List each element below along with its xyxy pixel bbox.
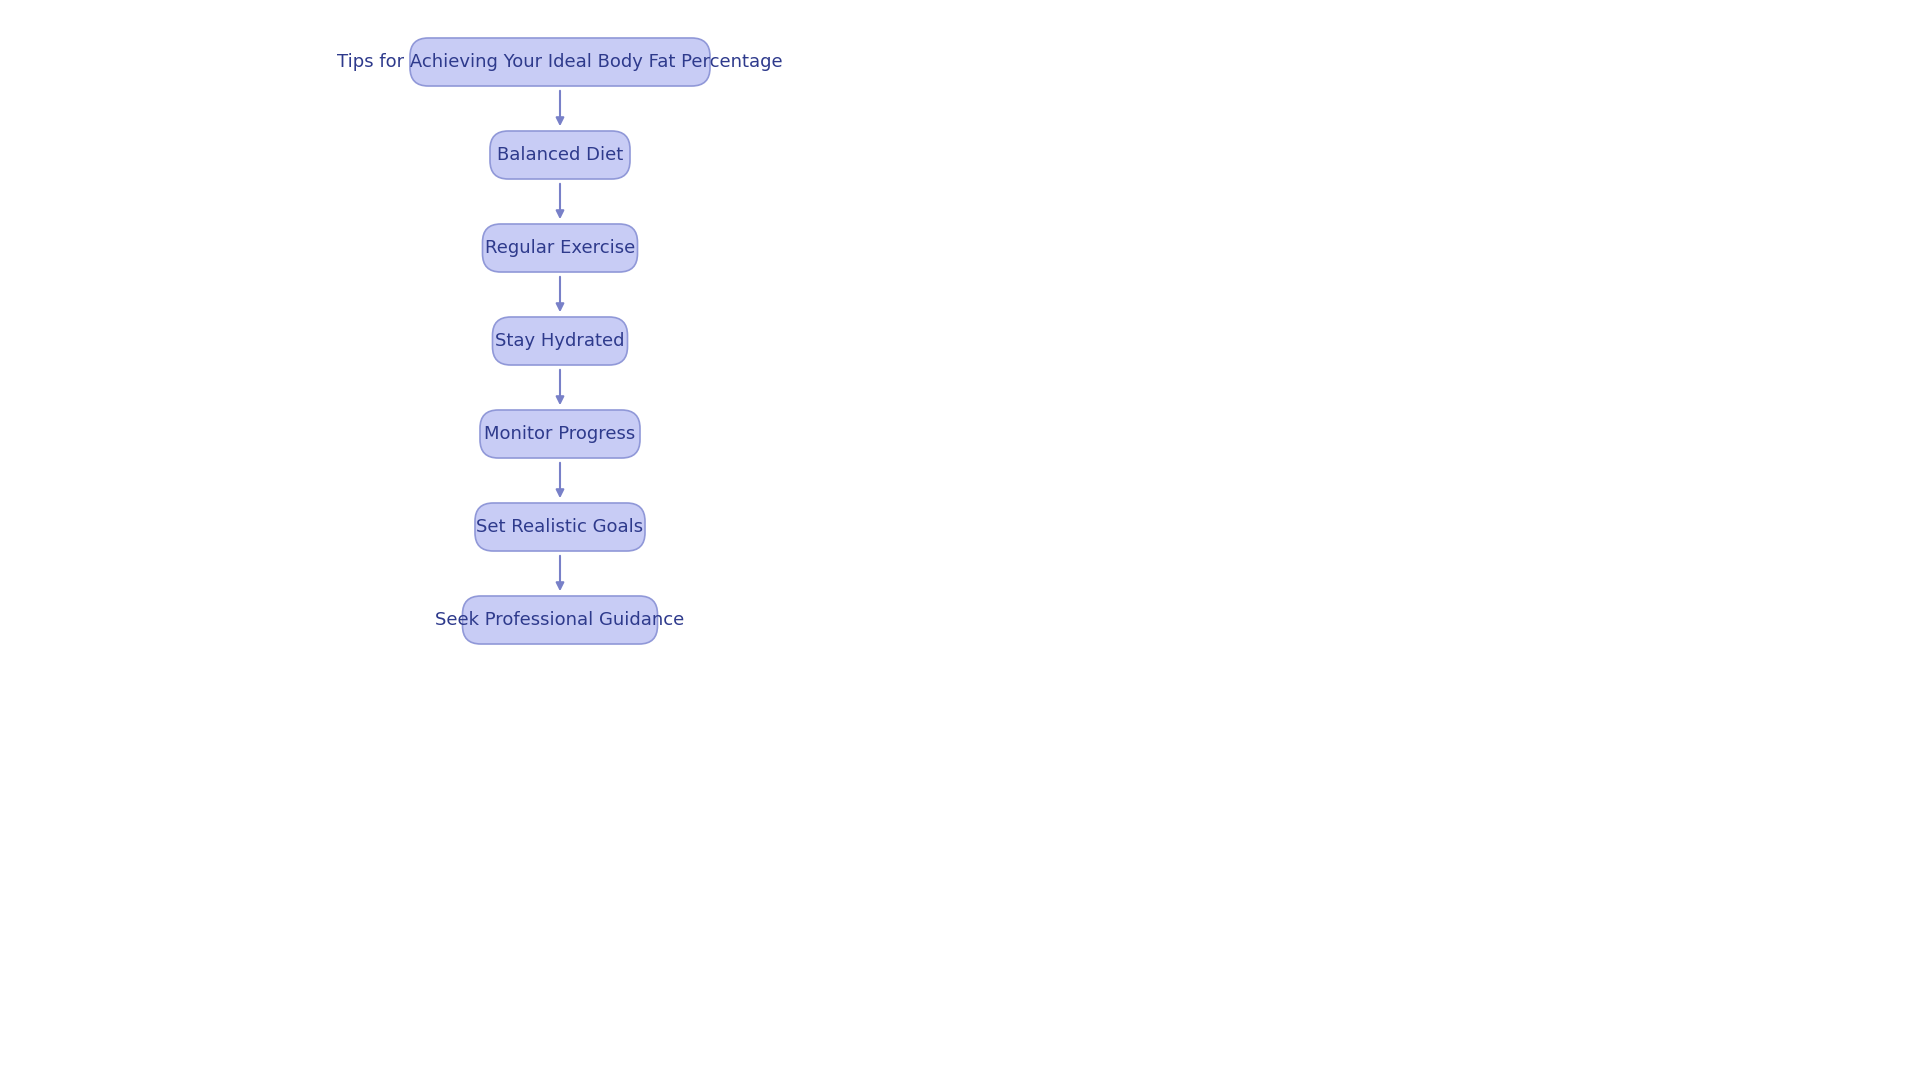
FancyBboxPatch shape xyxy=(482,224,637,272)
FancyBboxPatch shape xyxy=(411,38,710,86)
FancyBboxPatch shape xyxy=(490,131,630,179)
Text: Monitor Progress: Monitor Progress xyxy=(484,425,636,443)
Text: Balanced Diet: Balanced Diet xyxy=(497,146,624,164)
FancyBboxPatch shape xyxy=(474,503,645,551)
FancyBboxPatch shape xyxy=(480,410,639,458)
Text: Regular Exercise: Regular Exercise xyxy=(486,239,636,257)
Text: Tips for Achieving Your Ideal Body Fat Percentage: Tips for Achieving Your Ideal Body Fat P… xyxy=(338,53,783,71)
FancyBboxPatch shape xyxy=(463,596,657,644)
Text: Set Realistic Goals: Set Realistic Goals xyxy=(476,518,643,536)
Text: Seek Professional Guidance: Seek Professional Guidance xyxy=(436,611,685,629)
FancyBboxPatch shape xyxy=(493,317,628,365)
Text: Stay Hydrated: Stay Hydrated xyxy=(495,332,624,350)
